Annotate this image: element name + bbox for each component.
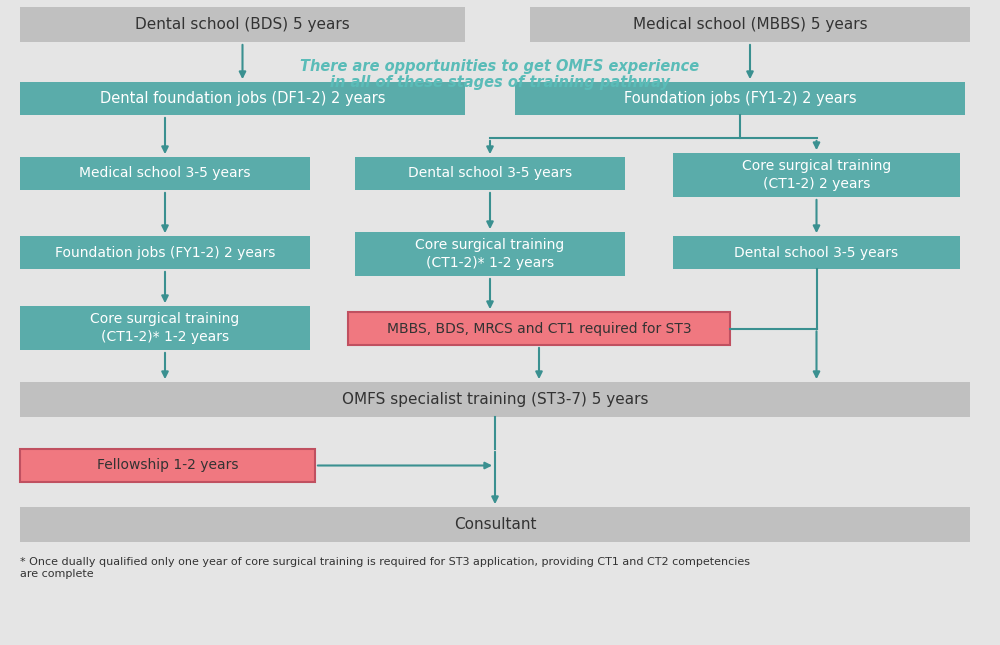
FancyBboxPatch shape <box>355 232 625 276</box>
FancyBboxPatch shape <box>20 157 310 190</box>
Text: There are opportunities to get OMFS experience: There are opportunities to get OMFS expe… <box>300 59 700 75</box>
Text: Foundation jobs (FY1-2) 2 years: Foundation jobs (FY1-2) 2 years <box>624 91 856 106</box>
FancyBboxPatch shape <box>673 236 960 269</box>
Text: OMFS specialist training (ST3-7) 5 years: OMFS specialist training (ST3-7) 5 years <box>342 392 648 407</box>
Text: * Once dually qualified only one year of core surgical training is required for : * Once dually qualified only one year of… <box>20 557 750 579</box>
FancyBboxPatch shape <box>348 312 730 345</box>
Text: Core surgical training
(CT1-2) 2 years: Core surgical training (CT1-2) 2 years <box>742 159 891 191</box>
FancyBboxPatch shape <box>20 306 310 350</box>
Text: Medical school (MBBS) 5 years: Medical school (MBBS) 5 years <box>633 17 867 32</box>
FancyBboxPatch shape <box>20 236 310 269</box>
Text: Dental school 3-5 years: Dental school 3-5 years <box>408 166 572 181</box>
FancyBboxPatch shape <box>20 449 315 482</box>
Text: Dental school 3-5 years: Dental school 3-5 years <box>734 246 899 259</box>
FancyBboxPatch shape <box>673 153 960 197</box>
FancyBboxPatch shape <box>530 7 970 42</box>
FancyBboxPatch shape <box>515 82 965 115</box>
FancyBboxPatch shape <box>20 82 465 115</box>
Text: Foundation jobs (FY1-2) 2 years: Foundation jobs (FY1-2) 2 years <box>55 246 275 259</box>
Text: Consultant: Consultant <box>454 517 536 532</box>
FancyBboxPatch shape <box>20 507 970 542</box>
Text: Dental foundation jobs (DF1-2) 2 years: Dental foundation jobs (DF1-2) 2 years <box>100 91 385 106</box>
Text: in all of these stages of training pathway: in all of these stages of training pathw… <box>330 75 670 90</box>
Text: Core surgical training
(CT1-2)* 1-2 years: Core surgical training (CT1-2)* 1-2 year… <box>90 312 240 344</box>
FancyBboxPatch shape <box>355 157 625 190</box>
Text: Dental school (BDS) 5 years: Dental school (BDS) 5 years <box>135 17 350 32</box>
Text: Fellowship 1-2 years: Fellowship 1-2 years <box>97 459 238 473</box>
Text: Medical school 3-5 years: Medical school 3-5 years <box>79 166 251 181</box>
Text: Core surgical training
(CT1-2)* 1-2 years: Core surgical training (CT1-2)* 1-2 year… <box>415 239 565 270</box>
FancyBboxPatch shape <box>20 382 970 417</box>
FancyBboxPatch shape <box>20 7 465 42</box>
Text: MBBS, BDS, MRCS and CT1 required for ST3: MBBS, BDS, MRCS and CT1 required for ST3 <box>387 321 691 335</box>
